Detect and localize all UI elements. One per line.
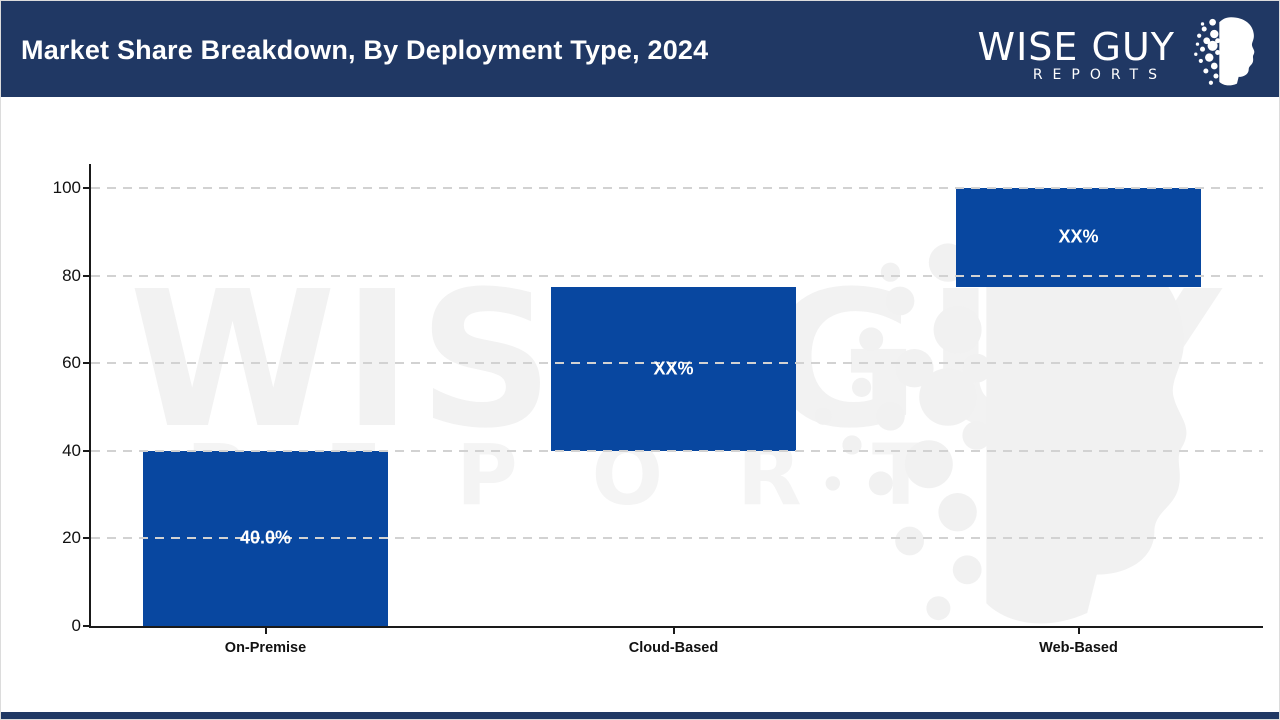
gridline: [91, 187, 1263, 189]
x-tick-mark: [1077, 628, 1080, 634]
logo-wordmark: WISE GUY: [977, 25, 1175, 69]
logo-reports-text: REPORTS: [1032, 67, 1167, 83]
gridline: [91, 362, 1263, 365]
y-tick-mark: [83, 362, 89, 365]
y-tick-mark: [83, 187, 89, 189]
gridline: [91, 274, 1263, 277]
y-axis-tick-label: 100: [52, 178, 81, 197]
y-axis-line: [89, 164, 91, 628]
y-tick-mark: [83, 449, 89, 452]
y-axis-tick-label: 0: [71, 616, 81, 635]
page-title: Market Share Breakdown, By Deployment Ty…: [21, 35, 709, 65]
x-tick-mark: [264, 628, 267, 634]
x-tick-mark: [672, 628, 675, 634]
y-axis-tick-label: 60: [62, 353, 81, 373]
bar-cloud-based: [551, 286, 796, 451]
footer-bar: [1, 712, 1279, 719]
x-axis-label: On-Premise: [224, 640, 307, 656]
y-axis-tick-label: 80: [62, 265, 81, 285]
y-tick-mark: [83, 537, 89, 540]
gridline: [91, 449, 1263, 452]
x-axis-label: Cloud-Based: [628, 640, 719, 656]
bar-value-label: XX%: [653, 358, 694, 379]
y-axis-tick-label: 40: [62, 440, 81, 460]
logo-face-icon: [1194, 17, 1255, 86]
header-bar: Market Share Breakdown, By Deployment Ty…: [1, 1, 1279, 97]
x-axis-line: [89, 626, 1263, 628]
gridline: [91, 537, 1263, 540]
y-tick-mark: [83, 274, 89, 277]
bar-value-label: XX%: [1058, 226, 1099, 247]
bar-value-label: 40.0%: [239, 527, 292, 548]
y-axis-tick-label: 20: [62, 528, 81, 548]
y-tick-mark: [83, 625, 89, 627]
wise-guy-reports-logo: WISE GUY REPORTS: [978, 7, 1263, 93]
x-axis-label: Web-Based: [1039, 640, 1118, 656]
